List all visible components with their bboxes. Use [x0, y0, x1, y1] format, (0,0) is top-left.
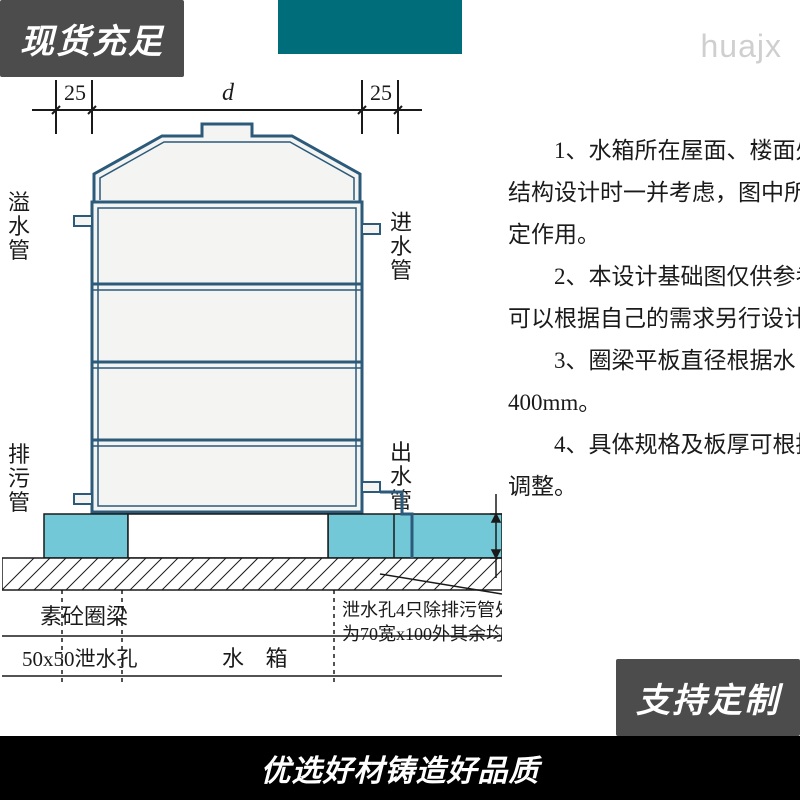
label-leak-a: 泄水孔4只除排污管处的截面	[342, 600, 502, 620]
note-4b: 调整。	[508, 466, 798, 508]
notes-column: 1、水箱所在屋面、楼面处的 结构设计时一并考虑，图中所示 定作用。 2、本设计基…	[508, 130, 798, 508]
badge-bottom-right: 支持定制	[616, 659, 800, 736]
page-root: huajx 现货充足 25 d 25	[0, 0, 800, 800]
badge-top-left: 现货充足	[0, 0, 184, 77]
label-leak-b: 为70宽x100外其余均为	[342, 624, 502, 644]
note-1a: 1、水箱所在屋面、楼面处的	[508, 130, 798, 172]
tank-diagram: 25 d 25	[2, 74, 502, 694]
label-inlet: 进水管	[390, 210, 412, 283]
header-teal-bar	[278, 0, 462, 54]
note-3b: 400mm。	[508, 382, 798, 424]
note-1b: 结构设计时一并考虑，图中所示	[508, 172, 798, 214]
label-ringbeam: 素砼圈梁	[40, 604, 128, 629]
note-1c: 定作用。	[508, 214, 798, 256]
watermark-text: huajx	[701, 28, 783, 65]
note-3a: 3、圈梁平板直径根据水	[508, 340, 798, 382]
tank-body	[92, 124, 362, 512]
note-2a: 2、本设计基础图仅供参考，	[508, 256, 798, 298]
dim-right: 25	[370, 80, 392, 105]
bottom-bar-text: 优选好材铸造好品质	[261, 746, 540, 790]
label-drain: 排污管	[8, 442, 30, 515]
note-4a: 4、具体规格及板厚可根据需	[508, 424, 798, 466]
label-overflow: 溢水管	[8, 190, 30, 263]
dim-mid: d	[222, 80, 235, 106]
label-hole: 50x50泄水孔	[22, 647, 138, 671]
label-tank: 水 箱	[222, 646, 296, 671]
bottom-bar: 优选好材铸造好品质	[0, 736, 800, 800]
note-2b: 可以根据自己的需求另行设计。	[508, 298, 798, 340]
dim-left: 25	[64, 80, 86, 105]
